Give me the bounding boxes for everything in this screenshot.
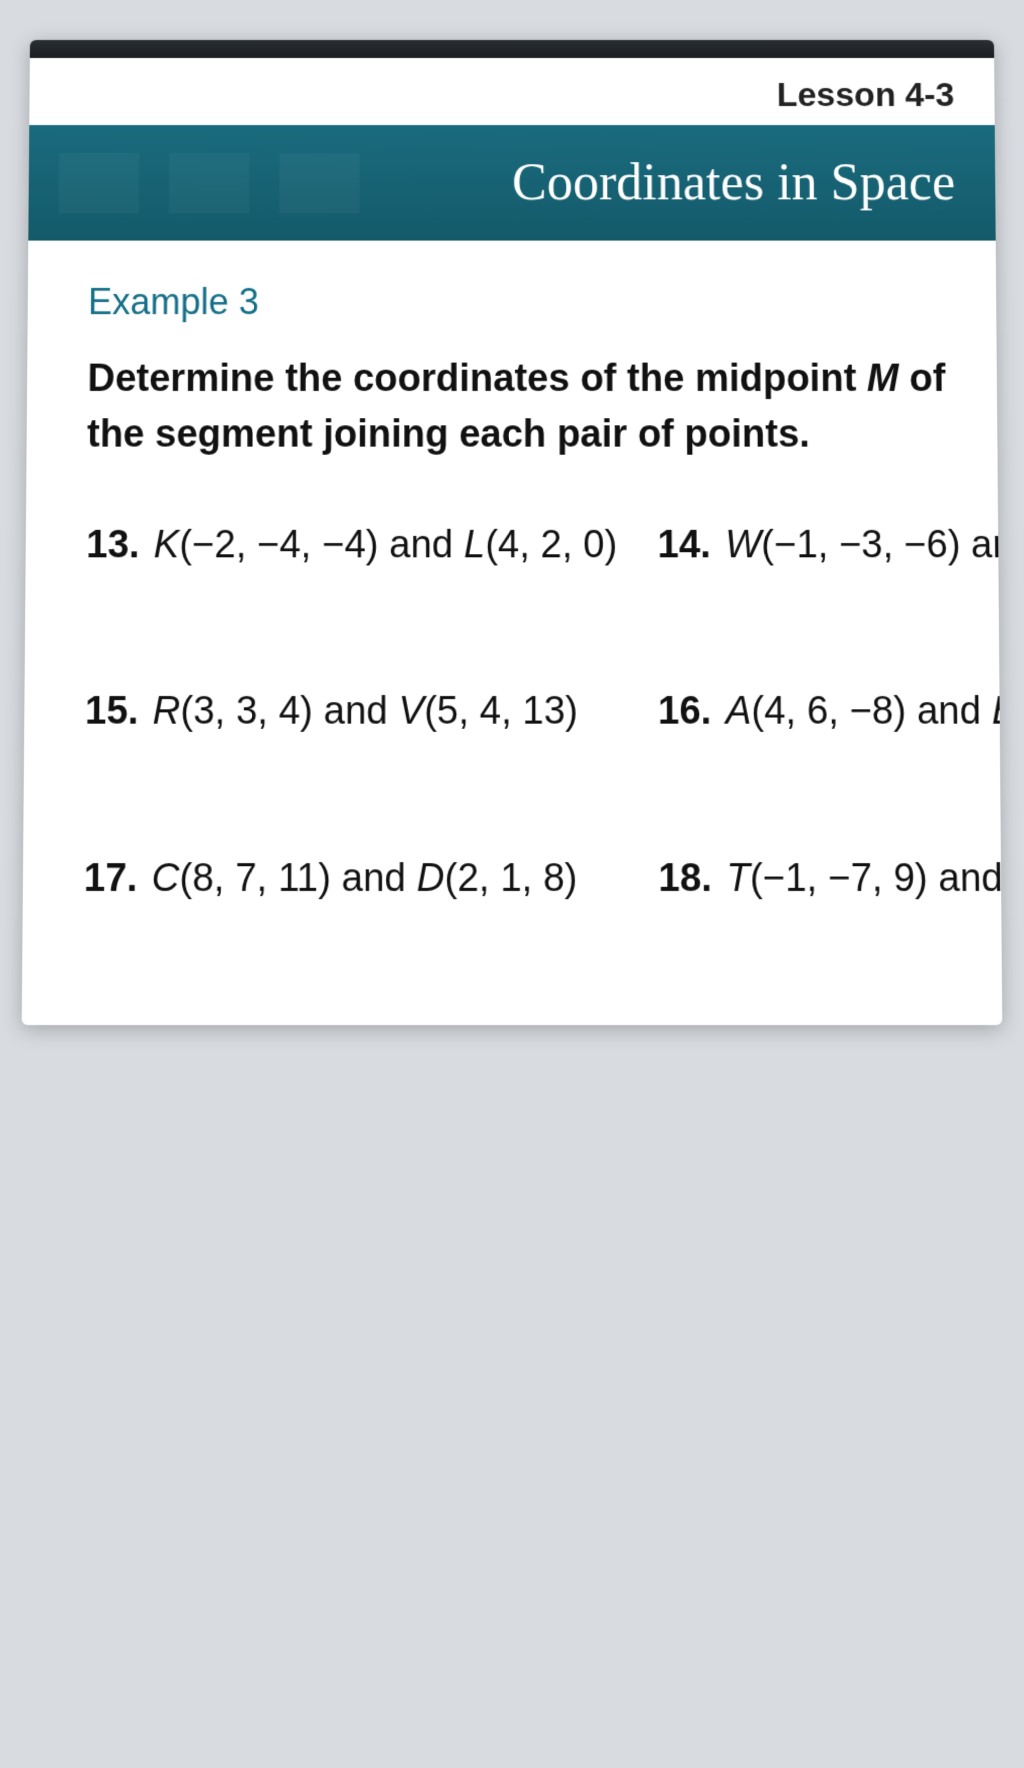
problem-number: 13. <box>86 524 140 568</box>
problem-text: W(−1, −3, −6) and Z(−1, 5, 10) <box>725 524 1002 568</box>
page-top-edge <box>30 40 994 58</box>
instructions-lead: Determine the coordinates of the midpoin… <box>87 358 867 400</box>
banner-decor <box>28 125 450 241</box>
lesson-title: Coordinates in Space <box>512 154 955 211</box>
problem-17: 17. C(8, 7, 11) and D(2, 1, 8) <box>84 857 618 901</box>
problem-number: 18. <box>658 857 712 901</box>
problem-text: T(−1, −7, 9) and U(5, −1, −6) <box>726 857 1002 901</box>
lesson-label: Lesson 4-3 <box>29 58 994 125</box>
title-banner: Coordinates in Space <box>28 125 995 241</box>
problem-text: C(8, 7, 11) and D(2, 1, 8) <box>151 857 577 901</box>
problem-text: R(3, 3, 4) and V(5, 4, 13) <box>153 690 578 734</box>
problem-15: 15. R(3, 3, 4) and V(5, 4, 13) <box>85 690 618 734</box>
problem-number: 14. <box>658 524 711 568</box>
problem-18: 18. T(−1, −7, 9) and U(5, −1, −6) <box>658 857 1002 901</box>
content-area: Example 3 Determine the coordinates of t… <box>22 241 1003 1026</box>
problem-text: A(4, 6, −8) and B(0, 0, 0) <box>726 690 1003 734</box>
problems-grid: 13. K(−2, −4, −4) and L(4, 2, 0) 14. W(−… <box>84 524 951 901</box>
instructions-var: M <box>867 358 899 400</box>
instructions: Determine the coordinates of the midpoin… <box>87 351 947 463</box>
problem-16: 16. A(4, 6, −8) and B(0, 0, 0) <box>658 690 1002 734</box>
problem-13: 13. K(−2, −4, −4) and L(4, 2, 0) <box>86 524 617 568</box>
worksheet-page: Lesson 4-3 Coordinates in Space Example … <box>22 40 1003 1025</box>
problem-number: 16. <box>658 690 712 734</box>
problem-text: K(−2, −4, −4) and L(4, 2, 0) <box>154 524 618 568</box>
problem-number: 15. <box>85 690 139 734</box>
example-label: Example 3 <box>88 281 946 323</box>
problem-number: 17. <box>84 857 138 901</box>
problem-14: 14. W(−1, −3, −6) and Z(−1, 5, 10) <box>658 524 1003 568</box>
